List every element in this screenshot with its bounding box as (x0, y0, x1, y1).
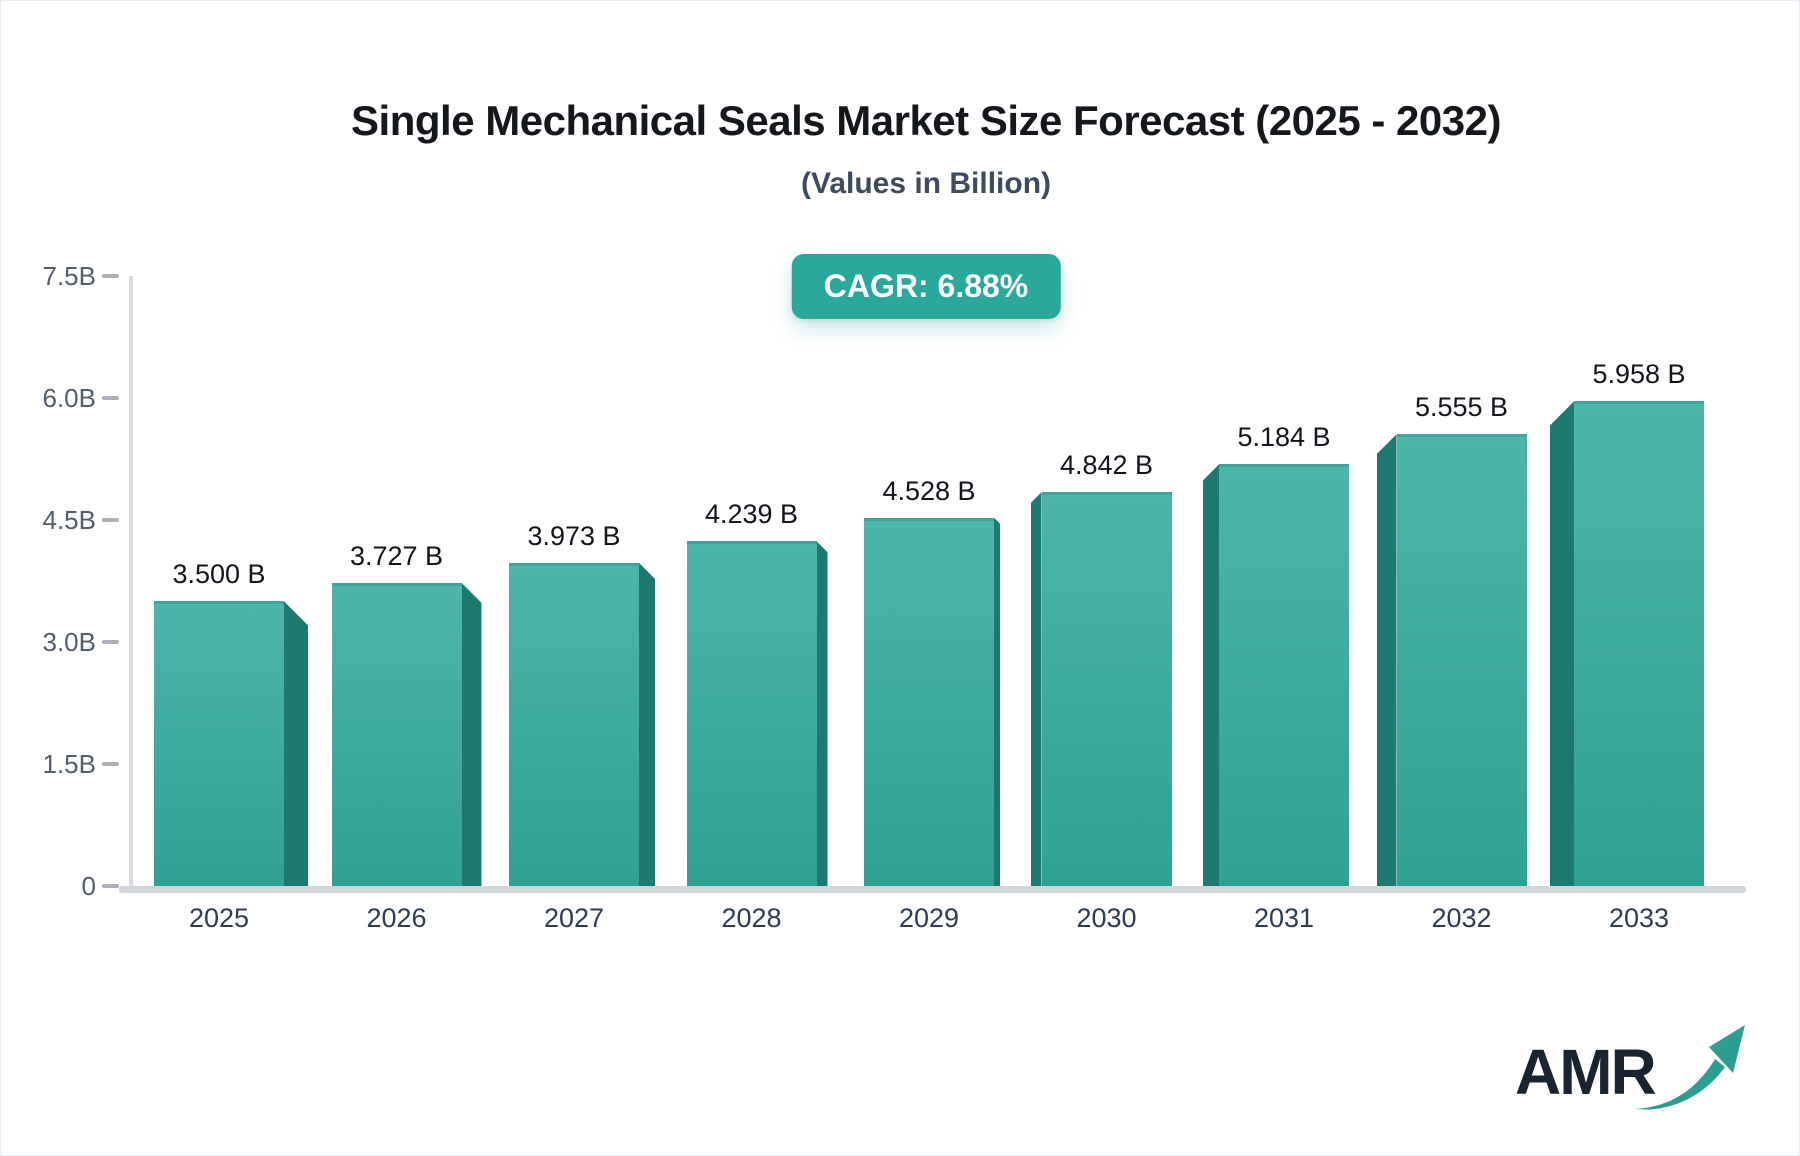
bar-2031 (1203, 464, 1349, 886)
bar-front-face (1574, 401, 1704, 886)
bar-value-label: 5.555 B (1414, 392, 1509, 423)
bar-2033 (1550, 401, 1704, 886)
y-axis-tick-label: 7.5B (42, 261, 97, 291)
bar-2032 (1376, 434, 1527, 886)
growth-arrow-icon (1635, 1025, 1745, 1110)
bar-value-label: 4.239 B (704, 499, 799, 530)
bar-value-label: 4.528 B (882, 475, 976, 506)
bar-value-label: 3.973 B (527, 520, 621, 551)
x-axis-label: 2031 (1253, 903, 1315, 933)
bar-front-face (686, 541, 817, 886)
bar-side-face (1203, 464, 1219, 886)
bar-2026 (331, 582, 482, 886)
amr-logo-text: AMR (1515, 1036, 1657, 1108)
bar-front-face (1041, 492, 1172, 886)
bar-front-face (331, 582, 462, 886)
bar-front-face (154, 601, 284, 886)
y-axis-tick-label: 3.0B (42, 627, 97, 657)
chart-title: Single Mechanical Seals Market Size Fore… (351, 97, 1501, 144)
y-axis-tick-label: 4.5B (42, 505, 97, 535)
x-axis-label: 2027 (543, 903, 605, 933)
bar-side-face (1550, 401, 1574, 886)
bar-2025 (154, 601, 308, 886)
bar-side-face (1030, 492, 1042, 886)
y-axis-tick-label: 0 (81, 871, 96, 901)
bar-value-label: 5.184 B (1237, 422, 1331, 453)
x-axis-label: 2028 (721, 903, 782, 933)
bar-2030 (1030, 492, 1172, 886)
bar-2029 (864, 517, 1000, 886)
y-axis-tick (102, 640, 119, 644)
x-axis-label: 2029 (898, 903, 960, 933)
y-axis-tick-label: 6.0B (42, 383, 97, 413)
x-axis-label: 2025 (188, 903, 250, 933)
bar-value-label: 5.958 B (1592, 359, 1686, 390)
bar-side-face (284, 601, 308, 886)
x-axis-baseline (119, 886, 1746, 893)
bar-2028 (686, 541, 828, 886)
amr-logo: AMR (1515, 1021, 1751, 1113)
bar-value-label: 4.842 B (1059, 450, 1154, 481)
bar-side-face (461, 582, 482, 886)
bar-side-face (816, 541, 828, 886)
chart-subtitle: (Values in Billion) (800, 167, 1052, 200)
x-axis-label: 2030 (1076, 903, 1137, 933)
cagr-badge: CAGR: 6.88% (791, 254, 1061, 319)
bar-front-face (509, 562, 639, 886)
bar-value-label: 3.727 B (349, 540, 444, 571)
x-axis-label: 2032 (1431, 903, 1492, 933)
y-axis-tick (102, 518, 119, 522)
y-axis-tick (102, 396, 119, 400)
bar-side-face (1376, 434, 1397, 886)
bar-2027 (509, 562, 655, 886)
bar-side-face (639, 562, 655, 886)
y-axis-tick (102, 884, 119, 888)
x-axis-label: 2026 (366, 903, 427, 933)
x-axis-label: 2033 (1608, 903, 1670, 933)
bar-value-label: 3.500 B (172, 559, 266, 590)
bar-side-face (994, 517, 1000, 886)
bar-front-face (1396, 434, 1527, 886)
y-axis-tick (102, 274, 119, 278)
y-axis-line (129, 276, 133, 888)
y-axis-tick (102, 762, 119, 766)
y-axis-tick-label: 1.5B (42, 749, 97, 779)
bar-front-face (864, 517, 994, 886)
bar-front-face (1219, 464, 1349, 886)
